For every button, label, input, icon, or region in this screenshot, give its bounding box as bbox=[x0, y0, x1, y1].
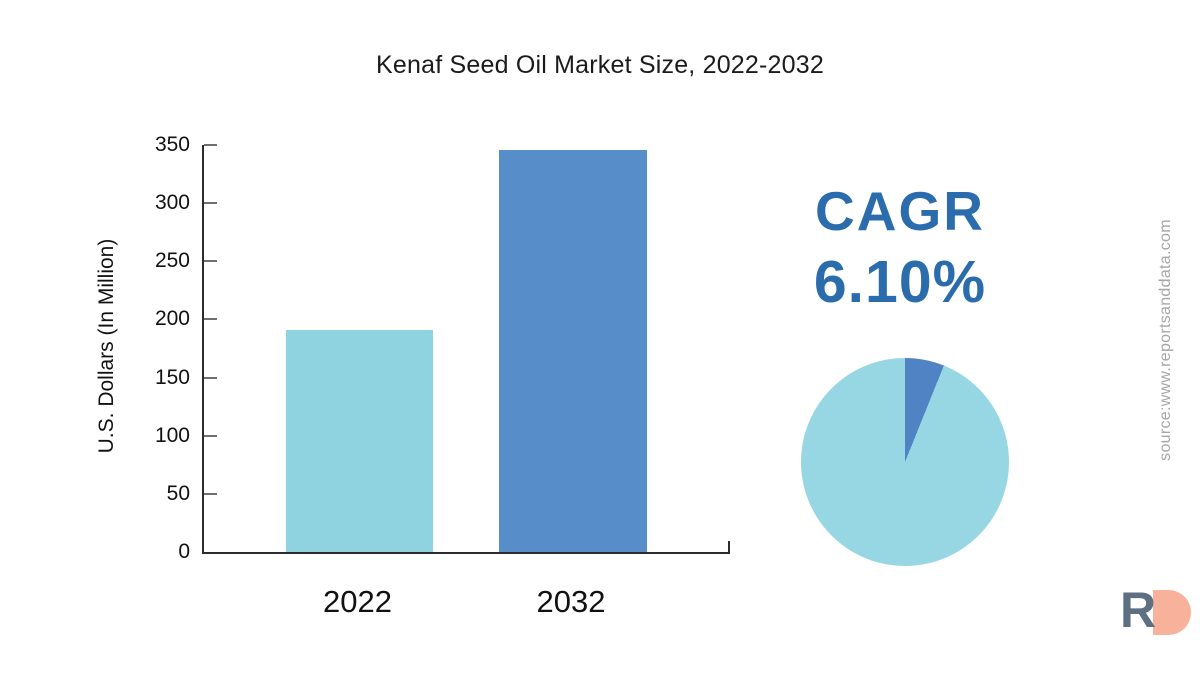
x-tick-label: 2032 bbox=[536, 584, 606, 619]
y-tick-mark bbox=[204, 318, 217, 321]
y-tick-label: 100 bbox=[154, 423, 190, 447]
y-tick-label: 50 bbox=[166, 481, 190, 505]
y-tick-label: 0 bbox=[178, 540, 190, 563]
cagr-value: 6.10% bbox=[813, 249, 987, 315]
reports-and-data-logo: R bbox=[1120, 582, 1192, 640]
x-axis-tick-labels: 2022 2032 bbox=[202, 584, 728, 628]
x-tick-label: 2022 bbox=[323, 584, 392, 619]
y-tick-label: 300 bbox=[154, 191, 190, 215]
y-tick-mark bbox=[204, 260, 217, 263]
x-axis-end-tick bbox=[728, 541, 730, 552]
y-axis-tick-labels: 0 50 100 150 200 250 300 350 bbox=[98, 133, 190, 563]
logo-d-shape bbox=[1153, 590, 1191, 635]
y-tick-mark bbox=[204, 376, 217, 379]
y-tick-label: 200 bbox=[154, 307, 190, 331]
y-tick-mark bbox=[204, 144, 217, 146]
bar-2022 bbox=[286, 329, 433, 552]
cagr-label: CAGR bbox=[815, 180, 985, 242]
y-tick-mark bbox=[204, 492, 217, 495]
y-tick-mark bbox=[204, 202, 217, 205]
pie-chart bbox=[801, 358, 1009, 566]
logo-r-letter: R bbox=[1120, 582, 1157, 638]
cagr-callout: CAGR 6.10% bbox=[770, 181, 1030, 313]
source-attribution: source:www.reportsanddata.com bbox=[1157, 219, 1174, 461]
plot-area bbox=[202, 144, 730, 554]
chart-title: Kenaf Seed Oil Market Size, 2022-2032 bbox=[376, 51, 824, 79]
y-tick-label: 250 bbox=[154, 249, 190, 273]
y-tick-label: 150 bbox=[154, 365, 190, 389]
bar-2032 bbox=[499, 149, 647, 552]
y-tick-label: 350 bbox=[154, 133, 190, 156]
y-tick-mark bbox=[204, 434, 217, 437]
